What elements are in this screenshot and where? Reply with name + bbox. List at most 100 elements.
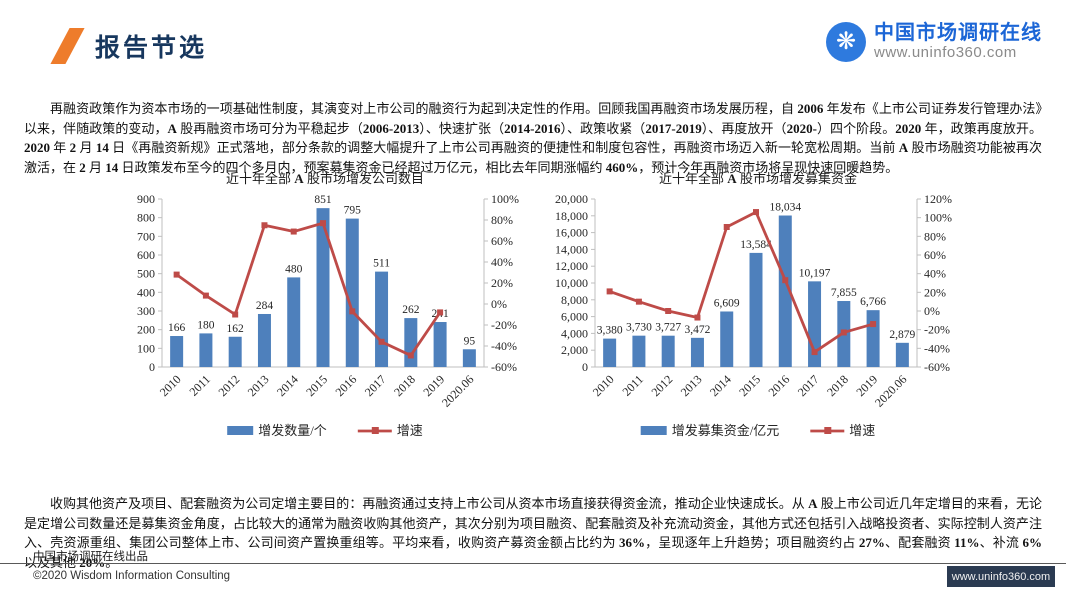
x-axis-label: 2012 — [648, 372, 675, 399]
bar — [228, 336, 242, 367]
bar-value-label: 7,855 — [831, 287, 857, 299]
logo-text: 中国市场调研在线 www.uninfo360.com — [874, 22, 1042, 62]
x-axis-label: 2011 — [619, 372, 646, 399]
legend-bar-swatch — [640, 426, 667, 435]
svg-text:800: 800 — [137, 211, 155, 225]
summary-paragraph: 收购其他资产及项目、配套融资为公司定增主要目的：再融资通过支持上市公司从资本市场… — [24, 496, 1042, 570]
bar — [690, 337, 704, 367]
svg-text:100: 100 — [137, 341, 155, 355]
x-axis-label: 2018 — [824, 372, 851, 399]
footer-site-link[interactable]: www.uninfo360.com — [947, 566, 1055, 587]
bar-value-label: 795 — [344, 205, 362, 217]
svg-text:600: 600 — [137, 248, 155, 262]
svg-text:12,000: 12,000 — [555, 259, 588, 273]
x-axis-label: 2010 — [157, 372, 184, 399]
x-axis-label: 2013 — [678, 372, 705, 399]
intro-paragraph: 再融资政策作为资本市场的一项基础性制度，其演变对上市公司的融资行为起到决定性的作… — [24, 101, 1042, 175]
line-marker — [870, 321, 877, 328]
svg-text:700: 700 — [137, 229, 155, 243]
legend-line-marker — [824, 427, 832, 434]
svg-text:10,000: 10,000 — [555, 276, 588, 290]
svg-text:0: 0 — [582, 360, 588, 374]
svg-text:100%: 100% — [924, 211, 952, 225]
bar — [749, 252, 763, 367]
bar — [866, 310, 880, 367]
svg-text:-40%: -40% — [924, 341, 950, 355]
bar-value-label: 3,380 — [597, 325, 623, 337]
bar — [603, 338, 617, 367]
footer-divider — [0, 563, 1066, 564]
x-axis-label: 2016 — [766, 372, 793, 399]
svg-text:-20%: -20% — [924, 323, 950, 337]
bar-value-label: 166 — [168, 322, 186, 334]
svg-text:100%: 100% — [491, 192, 519, 206]
bar-value-label: 2,879 — [889, 329, 915, 341]
svg-text:8,000: 8,000 — [561, 293, 588, 307]
x-axis-label: 2020.06 — [872, 372, 909, 409]
line-marker — [811, 349, 818, 356]
x-axis-label: 2017 — [362, 372, 389, 399]
logo-url[interactable]: www.uninfo360.com — [874, 44, 1017, 61]
svg-text:0%: 0% — [491, 297, 507, 311]
bar — [661, 335, 675, 367]
x-axis-label: 2020.06 — [439, 372, 476, 409]
line-marker — [349, 308, 356, 315]
legend-line-label: 增速 — [397, 423, 423, 438]
chart-issuance-count-svg: 0 100 200 300 400 500 600 700 800 900 -60% -40% -20%… — [137, 192, 519, 438]
growth-line — [606, 209, 877, 356]
legend-bar-swatch — [227, 426, 254, 435]
footer-site-url[interactable]: www.uninfo360.com — [951, 570, 1051, 583]
bar — [345, 218, 359, 367]
svg-text:14,000: 14,000 — [555, 242, 588, 256]
growth-line — [173, 220, 444, 359]
svg-text:-40%: -40% — [491, 339, 517, 353]
bar — [720, 311, 734, 367]
x-axis-label: 2012 — [215, 372, 242, 399]
bar — [462, 349, 476, 367]
svg-text:20%: 20% — [924, 285, 946, 299]
legend-line-label: 增速 — [849, 423, 875, 438]
bar — [404, 318, 418, 367]
line-marker — [723, 224, 730, 230]
x-axis-label: 2018 — [391, 372, 418, 399]
legend-bar-label: 增发募集资金/亿元 — [672, 423, 780, 438]
x-axis-label: 2014 — [274, 372, 301, 399]
svg-text:-60%: -60% — [924, 360, 950, 374]
bars: 3,380 3,730 3,727 3,472 6,609 13,584 18,034 10,… — [597, 202, 916, 367]
bar — [778, 215, 792, 367]
bar — [170, 336, 184, 367]
line-marker — [202, 292, 209, 299]
bar-value-label: 284 — [256, 300, 273, 312]
line-marker — [173, 271, 180, 278]
bar-value-label: 851 — [314, 194, 332, 206]
footer-copyright: ©2020 Wisdom Information Consulting — [33, 570, 231, 582]
bar-value-label: 18,034 — [769, 202, 801, 214]
site-logo[interactable]: ❋ 中国市场调研在线 www.uninfo360.com — [826, 22, 1042, 62]
chart-title-right: 近十年全部 A 股市场增发募集资金 — [659, 171, 857, 186]
svg-text:-20%: -20% — [491, 318, 517, 332]
bar-value-label: 162 — [227, 323, 245, 335]
svg-text:-60%: -60% — [491, 360, 517, 374]
svg-text:120%: 120% — [924, 192, 952, 206]
bar — [199, 333, 213, 367]
svg-text:16,000: 16,000 — [555, 226, 588, 240]
svg-text:20,000: 20,000 — [555, 192, 588, 206]
bar-value-label: 3,730 — [626, 322, 652, 334]
x-axis-label: 2017 — [795, 372, 822, 399]
chart-issuance-count: 近十年全部 A 股市场增发公司数目 0 100 200 300 400 500 600 700… — [110, 168, 540, 443]
x-axis-label: 2010 — [590, 372, 617, 399]
line-marker — [437, 309, 444, 316]
line-marker — [232, 311, 239, 318]
bar — [632, 335, 646, 367]
bar — [433, 322, 447, 367]
svg-text:60%: 60% — [491, 234, 513, 248]
svg-text:500: 500 — [137, 267, 155, 281]
bar-value-label: 3,472 — [685, 324, 711, 336]
x-axis-label: 2014 — [707, 372, 734, 399]
x-axis-label: 2016 — [333, 372, 360, 399]
svg-text:900: 900 — [137, 192, 155, 206]
svg-text:80%: 80% — [491, 213, 513, 227]
chart-raised-funds: 近十年全部 A 股市场增发募集资金 0 2,000 4,000 6,000 8,000 1… — [543, 168, 973, 443]
bar-value-label: 480 — [285, 263, 303, 275]
x-axis-label: 2013 — [245, 372, 272, 399]
